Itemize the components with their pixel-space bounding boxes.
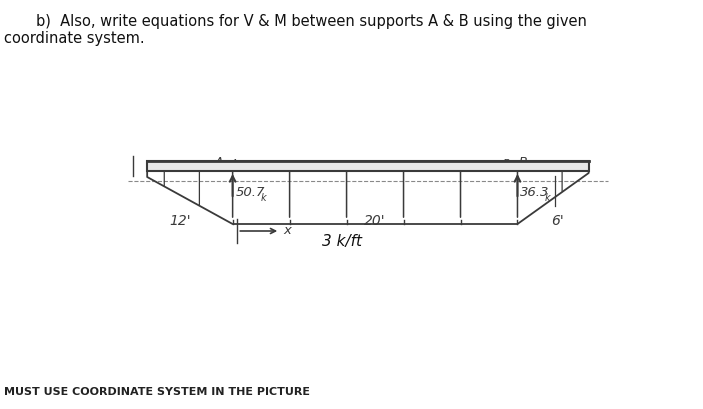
Text: 50.7: 50.7: [236, 187, 265, 200]
Text: k: k: [545, 193, 550, 203]
Text: B: B: [518, 156, 527, 169]
Text: 20': 20': [364, 214, 386, 228]
Text: B: B: [503, 159, 510, 169]
Text: 3 k/ft: 3 k/ft: [322, 234, 362, 249]
Text: x: x: [283, 225, 291, 238]
Text: A: A: [231, 159, 238, 169]
Text: 6': 6': [551, 214, 565, 228]
Text: 12': 12': [169, 214, 191, 228]
Text: b)  Also, write equations for V & M between supports A & B using the given: b) Also, write equations for V & M betwe…: [36, 14, 587, 29]
Text: MUST USE COORDINATE SYSTEM IN THE PICTURE: MUST USE COORDINATE SYSTEM IN THE PICTUR…: [4, 387, 310, 397]
Text: coordinate system.: coordinate system.: [4, 31, 144, 46]
Bar: [147, 161, 588, 171]
Text: A: A: [214, 156, 223, 169]
Text: 36.3: 36.3: [520, 187, 550, 200]
Text: k: k: [260, 193, 266, 203]
